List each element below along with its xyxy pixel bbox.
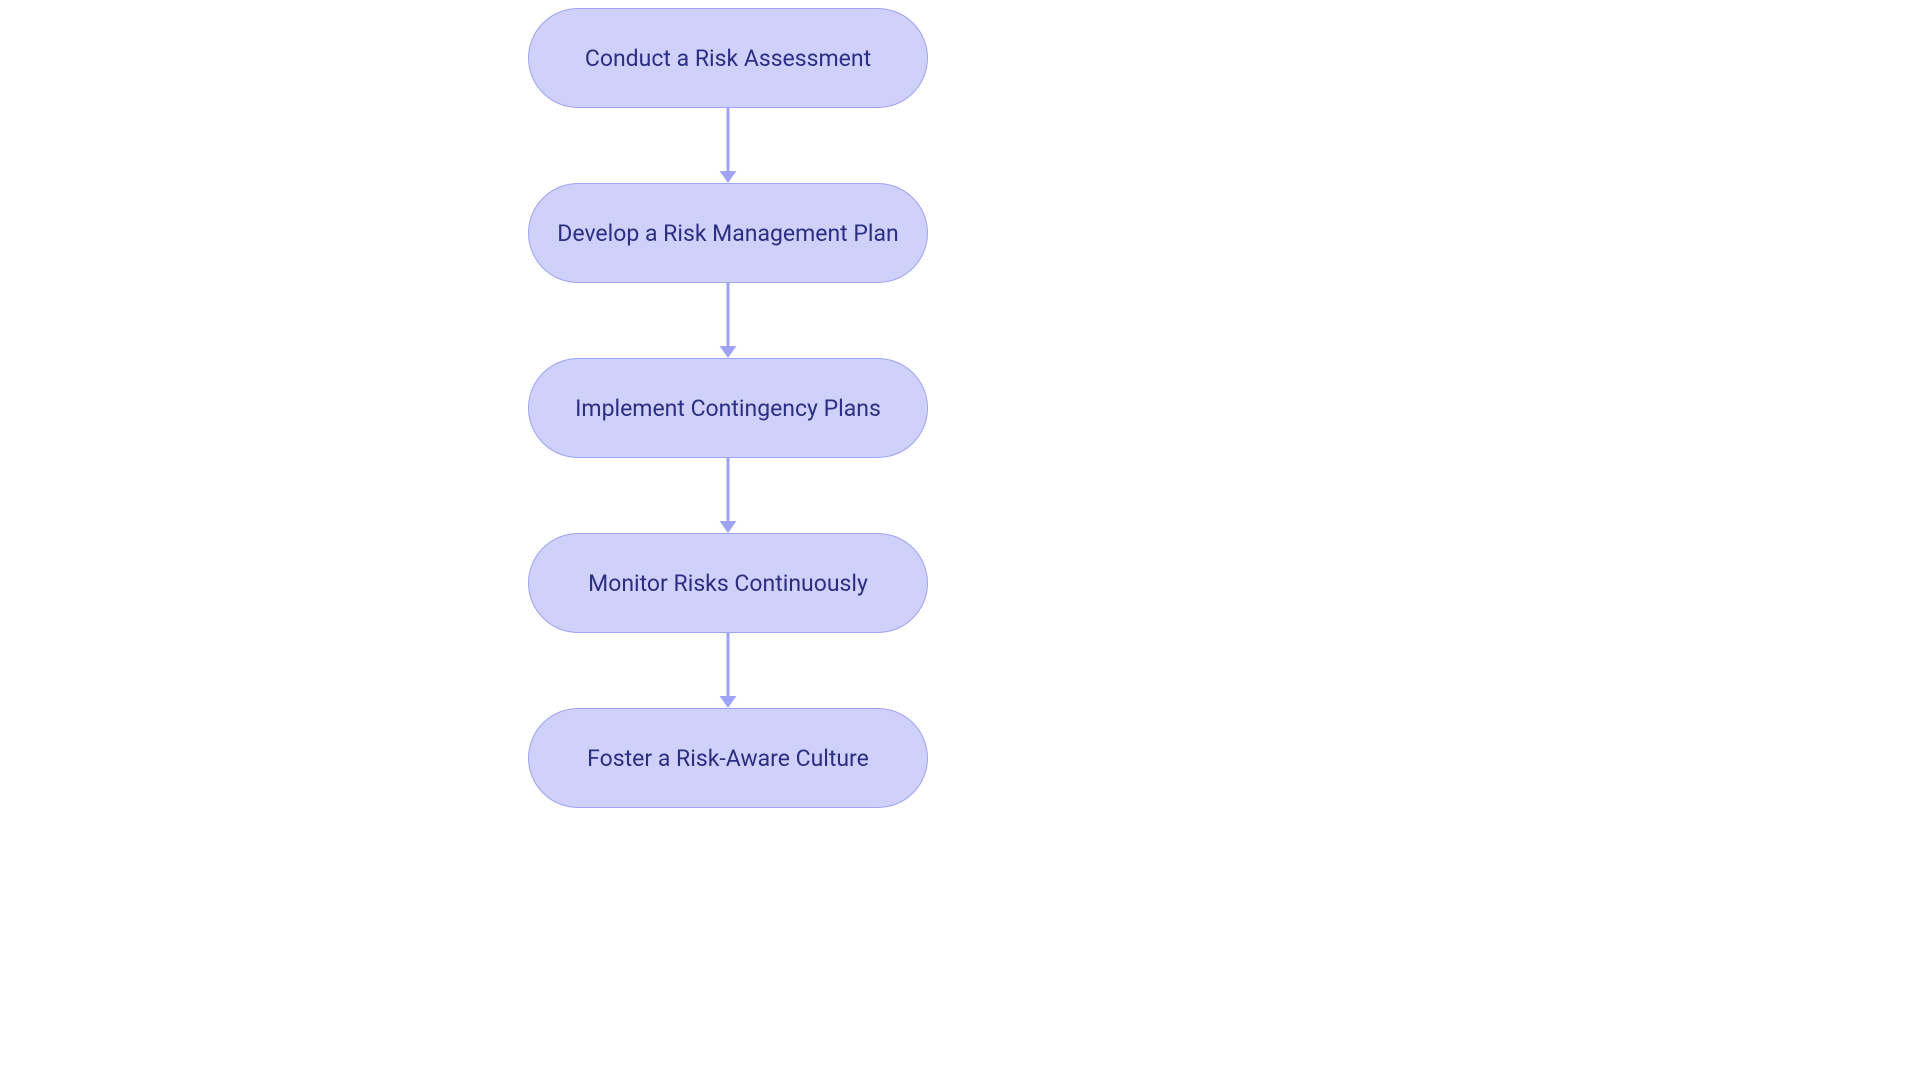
flow-node-n5: Foster a Risk-Aware Culture xyxy=(528,708,928,808)
flow-node-label: Foster a Risk-Aware Culture xyxy=(587,745,869,772)
flow-node-n4: Monitor Risks Continuously xyxy=(528,533,928,633)
flow-node-label: Conduct a Risk Assessment xyxy=(585,45,871,72)
flowchart-canvas: Conduct a Risk Assessment Develop a Risk … xyxy=(0,0,1920,1083)
flow-node-n2: Develop a Risk Management Plan xyxy=(528,183,928,283)
flow-node-n1: Conduct a Risk Assessment xyxy=(528,8,928,108)
flow-arrow-1 xyxy=(712,108,744,185)
flow-node-label: Implement Contingency Plans xyxy=(575,395,881,422)
flow-node-label: Develop a Risk Management Plan xyxy=(557,220,898,247)
flow-arrow-3 xyxy=(712,458,744,535)
flow-arrow-2 xyxy=(712,283,744,360)
flow-arrow-4 xyxy=(712,633,744,710)
flow-node-label: Monitor Risks Continuously xyxy=(588,570,868,597)
flow-node-n3: Implement Contingency Plans xyxy=(528,358,928,458)
